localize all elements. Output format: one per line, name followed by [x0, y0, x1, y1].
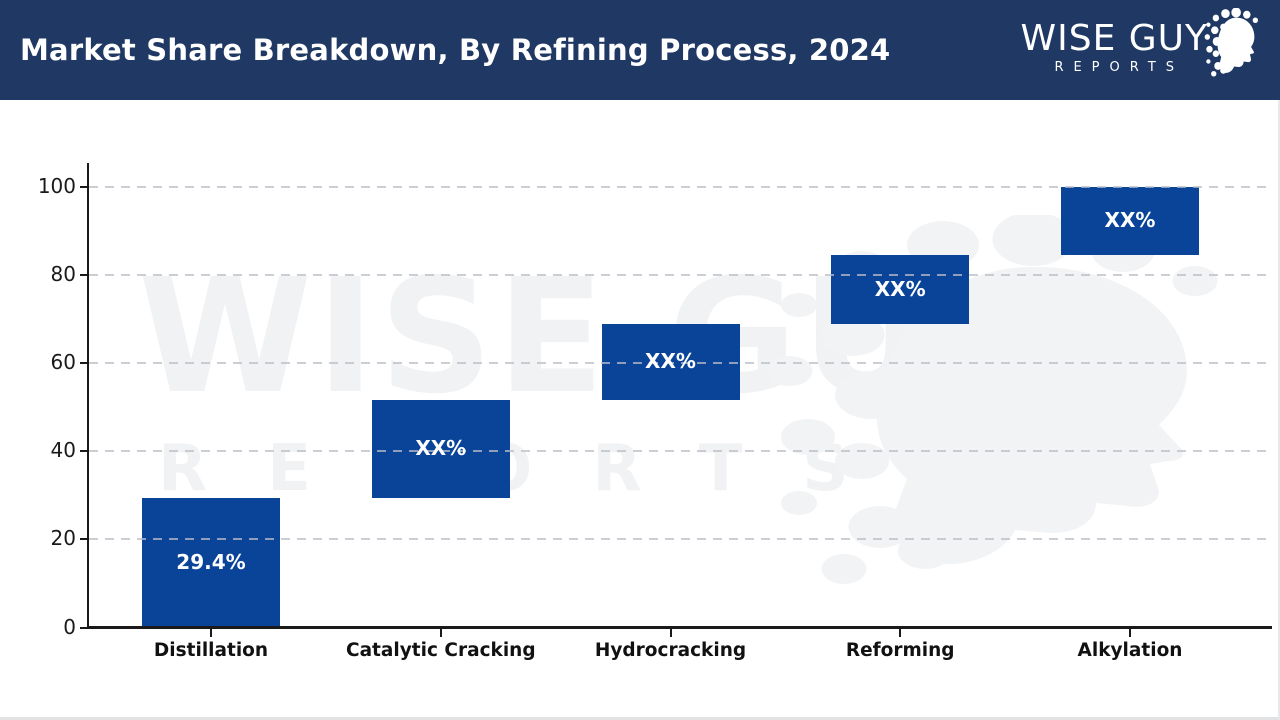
- x-tick: [439, 629, 442, 637]
- logo-wordmark: WISE GUY: [1020, 18, 1208, 60]
- gridline: [89, 186, 1272, 188]
- y-tick-label: 0: [63, 614, 76, 639]
- y-tick: [80, 538, 88, 541]
- chart-title: Market Share Breakdown, By Refining Proc…: [20, 33, 891, 67]
- page-bottom-border: [0, 717, 1280, 720]
- bar: [142, 497, 280, 628]
- y-tick-label: 40: [50, 438, 76, 463]
- bar-value-label: XX%: [645, 349, 696, 374]
- x-tick-label: Reforming: [845, 640, 955, 661]
- x-tick-label: Alkylation: [1077, 640, 1183, 661]
- gridline: [89, 538, 1272, 541]
- header-bar: Market Share Breakdown, By Refining Proc…: [0, 0, 1280, 100]
- logo-subtitle: REPORTS: [1054, 59, 1185, 75]
- x-tick: [669, 629, 672, 637]
- page-right-border: [1278, 100, 1280, 720]
- bar: [831, 254, 970, 325]
- wiseguy-logo: WISE GUY REPORTS: [1021, 8, 1267, 86]
- x-tick: [1129, 629, 1131, 637]
- watermark-face-icon: [767, 215, 1218, 584]
- y-tick: [80, 186, 88, 188]
- x-axis-line: [87, 626, 1272, 629]
- y-tick-label: 20: [50, 526, 76, 551]
- y-tick-label: 100: [37, 174, 76, 198]
- gridline: [89, 450, 1272, 453]
- y-tick: [80, 362, 88, 365]
- y-tick-label: 80: [50, 262, 76, 287]
- logo-text: WISE GUY REPORTS: [1021, 19, 1209, 75]
- y-axis-line: [87, 163, 89, 629]
- wiseguy-face-icon: [1204, 8, 1258, 77]
- bar-value-label: XX%: [874, 276, 926, 301]
- x-tick-label: Hydrocracking: [594, 640, 747, 661]
- bar: [371, 400, 510, 498]
- y-tick: [80, 274, 88, 277]
- gridline: [89, 274, 1272, 277]
- x-tick-label: Distillation: [153, 640, 269, 661]
- gridline: [89, 362, 1272, 365]
- x-tick-label: Catalytic Cracking: [346, 640, 536, 661]
- y-tick: [80, 450, 88, 453]
- y-tick: [80, 626, 88, 629]
- x-tick: [210, 629, 212, 637]
- y-tick-label: 60: [50, 350, 76, 375]
- bar: [1061, 187, 1199, 255]
- x-tick: [899, 629, 902, 637]
- bar-value-label: XX%: [1104, 207, 1156, 232]
- bar-value-label: XX%: [415, 436, 467, 461]
- bar-value-label: 29.4%: [176, 549, 246, 574]
